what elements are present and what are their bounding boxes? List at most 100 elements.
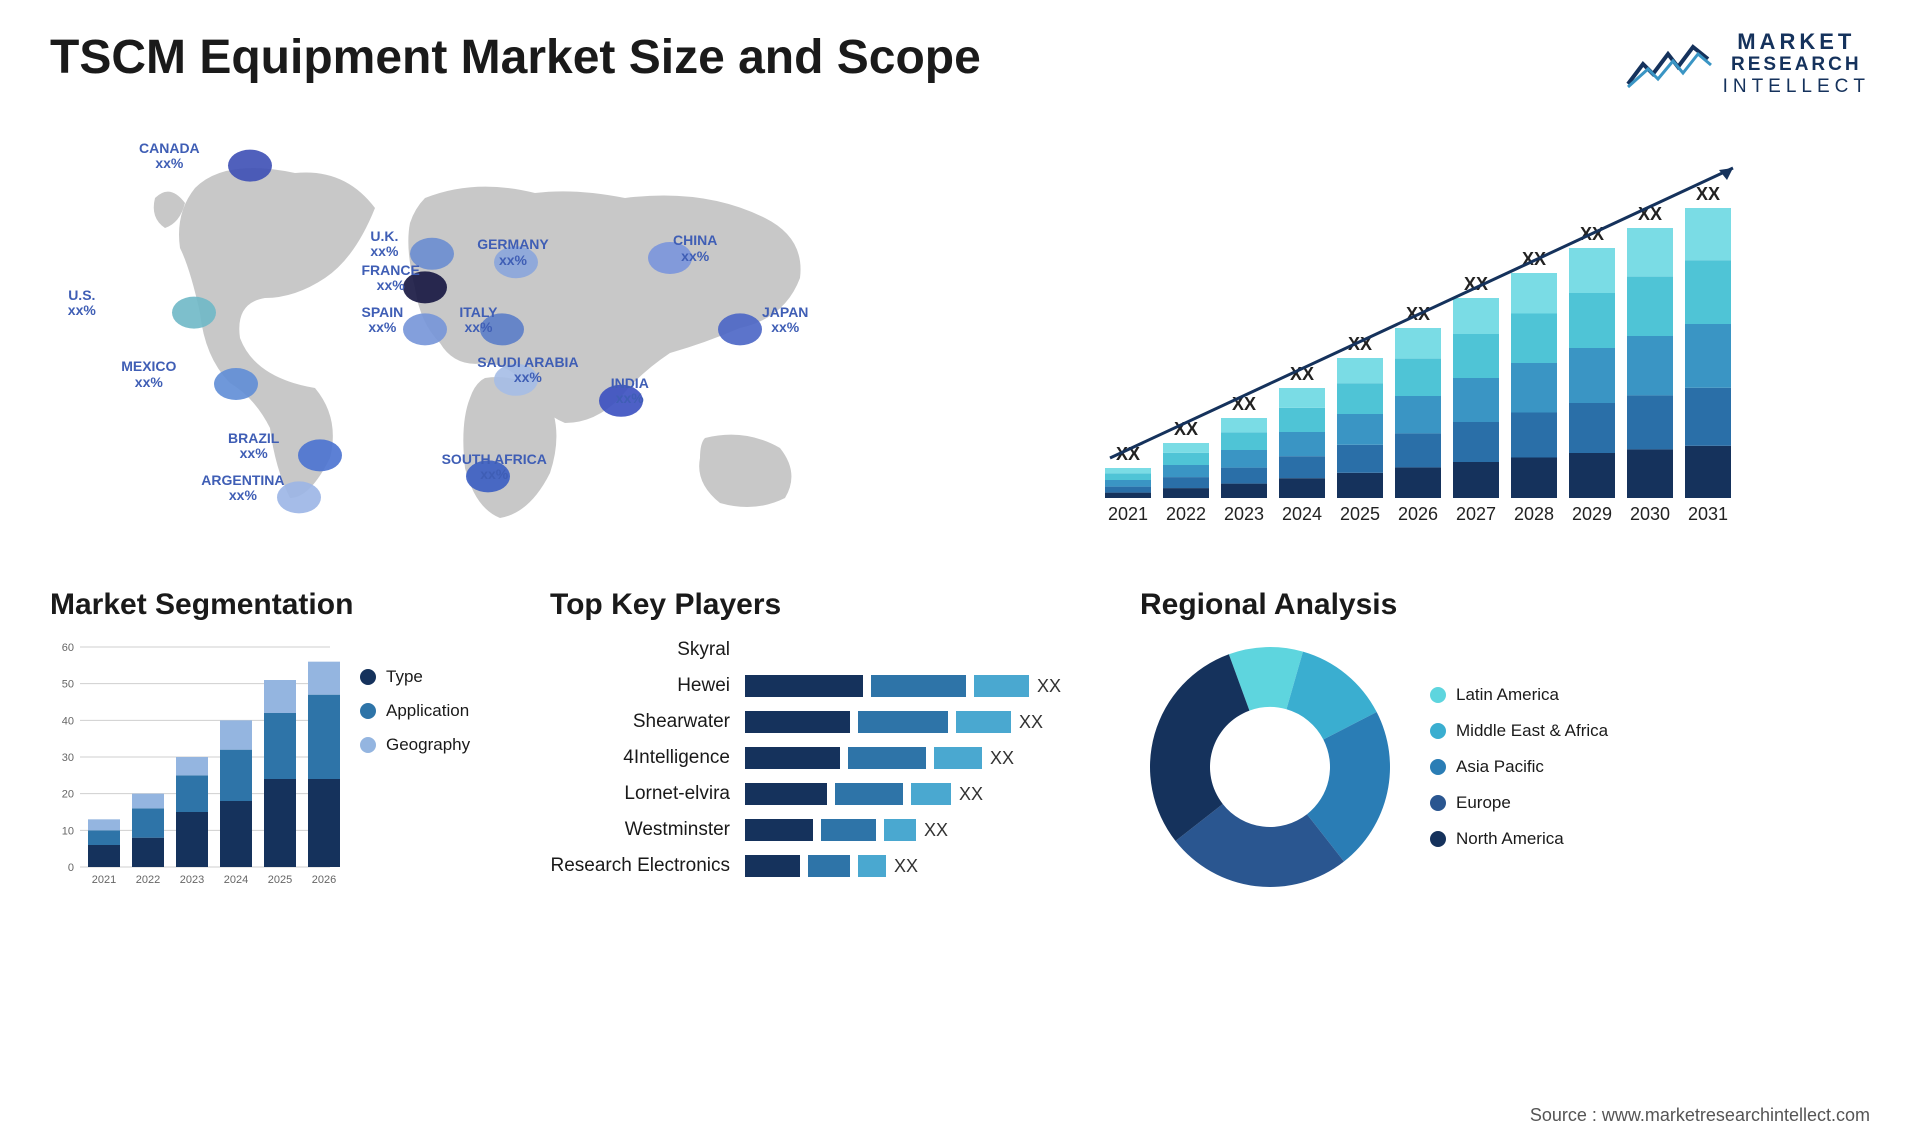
regional-donut (1140, 637, 1400, 897)
legend-item: Type (360, 667, 470, 687)
svg-text:2025: 2025 (268, 874, 292, 886)
legend-item: Latin America (1430, 685, 1608, 705)
svg-text:20: 20 (62, 789, 74, 801)
player-bar-row (745, 637, 1110, 663)
svg-text:2021: 2021 (1108, 504, 1148, 524)
legend-item: Asia Pacific (1430, 757, 1608, 777)
svg-text:2024: 2024 (224, 874, 248, 886)
map-label: BRAZILxx% (228, 431, 279, 462)
map-label: FRANCExx% (362, 263, 420, 294)
player-label: 4Intelligence (550, 745, 730, 771)
player-value: XX (990, 748, 1014, 769)
player-bar-segment (808, 855, 850, 877)
player-bar-segment (821, 819, 876, 841)
map-label: SOUTH AFRICAxx% (442, 452, 547, 483)
player-value: XX (1019, 712, 1043, 733)
svg-text:2030: 2030 (1630, 504, 1670, 524)
player-bar-row: XX (745, 781, 1110, 807)
player-bar-segment (911, 783, 951, 805)
map-label: INDIAxx% (611, 376, 649, 407)
player-bar-segment (934, 747, 982, 769)
player-label: Skyral (550, 637, 730, 663)
legend-item: Europe (1430, 793, 1608, 813)
svg-text:2027: 2027 (1456, 504, 1496, 524)
svg-text:2026: 2026 (312, 874, 336, 886)
player-bar-segment (858, 855, 886, 877)
segmentation-legend: Type Application Geography (360, 637, 470, 907)
segmentation-chart: 0102030405060202120222023202420252026 (50, 637, 340, 907)
player-bar-segment (974, 675, 1029, 697)
regional-panel: Regional Analysis Latin America Middle Ea… (1140, 588, 1870, 907)
svg-text:10: 10 (62, 826, 74, 838)
legend-item: Application (360, 701, 470, 721)
player-label: Lornet-elvira (550, 781, 730, 807)
player-bar-segment (745, 711, 850, 733)
growth-chart-panel: 2021XX2022XX2023XX2024XX2025XX2026XX2027… (980, 128, 1870, 548)
legend-item: Geography (360, 735, 470, 755)
players-title: Top Key Players (550, 588, 1110, 622)
map-label: SPAINxx% (362, 305, 404, 336)
svg-text:2022: 2022 (136, 874, 160, 886)
player-bar-segment (745, 675, 863, 697)
legend-item: Middle East & Africa (1430, 721, 1608, 741)
world-map-panel: CANADAxx% U.S.xx% MEXICOxx% BRAZILxx% ARGENT… (50, 128, 940, 548)
brand-logo: MARKET RESEARCH INTELLECT (1623, 30, 1870, 98)
segmentation-title: Market Segmentation (50, 588, 520, 622)
players-bars: XXXXXXXXXXXX (745, 637, 1110, 879)
logo-icon (1623, 39, 1713, 89)
legend-item: North America (1430, 829, 1608, 849)
svg-text:0: 0 (68, 862, 74, 874)
svg-text:2025: 2025 (1340, 504, 1380, 524)
svg-text:60: 60 (62, 642, 74, 654)
player-label: Research Electronics (550, 853, 730, 879)
player-bar-segment (848, 747, 926, 769)
logo-line2: RESEARCH (1723, 54, 1870, 76)
player-bar-segment (858, 711, 948, 733)
player-bar-row: XX (745, 817, 1110, 843)
player-value: XX (924, 820, 948, 841)
player-bar-row: XX (745, 745, 1110, 771)
map-label: ITALYxx% (459, 305, 497, 336)
player-label: Shearwater (550, 709, 730, 735)
growth-chart: 2021XX2022XX2023XX2024XX2025XX2026XX2027… (980, 128, 1870, 548)
page-title: TSCM Equipment Market Size and Scope (50, 30, 981, 85)
players-labels: Skyral Hewei Shearwater 4Intelligence Lornet… (550, 637, 730, 879)
players-panel: Top Key Players Skyral Hewei Shearwater 4In… (550, 588, 1110, 907)
player-value: XX (1037, 676, 1061, 697)
regional-title: Regional Analysis (1140, 588, 1870, 622)
map-label: GERMANYxx% (477, 237, 549, 268)
player-label: Hewei (550, 673, 730, 699)
player-bar-segment (745, 855, 800, 877)
svg-text:2028: 2028 (1514, 504, 1554, 524)
svg-text:2023: 2023 (180, 874, 204, 886)
player-bar-segment (956, 711, 1011, 733)
player-bar-segment (884, 819, 916, 841)
map-label: SAUDI ARABIAxx% (477, 355, 578, 386)
map-label: U.K.xx% (370, 229, 398, 260)
map-label: CANADAxx% (139, 141, 200, 172)
segmentation-panel: Market Segmentation 01020304050602021202… (50, 588, 520, 907)
player-label: Westminster (550, 817, 730, 843)
svg-text:2021: 2021 (92, 874, 116, 886)
svg-text:2022: 2022 (1166, 504, 1206, 524)
map-label: ARGENTINAxx% (201, 473, 284, 504)
player-bar-row: XX (745, 673, 1110, 699)
svg-text:2026: 2026 (1398, 504, 1438, 524)
player-value: XX (894, 856, 918, 877)
svg-text:2031: 2031 (1688, 504, 1728, 524)
map-label: U.S.xx% (68, 288, 96, 319)
svg-text:40: 40 (62, 716, 74, 728)
map-label: JAPANxx% (762, 305, 808, 336)
map-label: CHINAxx% (673, 233, 717, 264)
world-map (50, 128, 940, 548)
source-attribution: Source : www.marketresearchintellect.com (1530, 1105, 1870, 1126)
svg-text:50: 50 (62, 679, 74, 691)
logo-line1: MARKET (1723, 30, 1870, 54)
svg-text:2023: 2023 (1224, 504, 1264, 524)
svg-text:XX: XX (1696, 184, 1720, 204)
player-bar-row: XX (745, 709, 1110, 735)
map-label: MEXICOxx% (121, 359, 176, 390)
svg-text:2029: 2029 (1572, 504, 1612, 524)
regional-legend: Latin America Middle East & Africa Asia Pa… (1430, 685, 1608, 849)
player-bar-segment (745, 819, 813, 841)
